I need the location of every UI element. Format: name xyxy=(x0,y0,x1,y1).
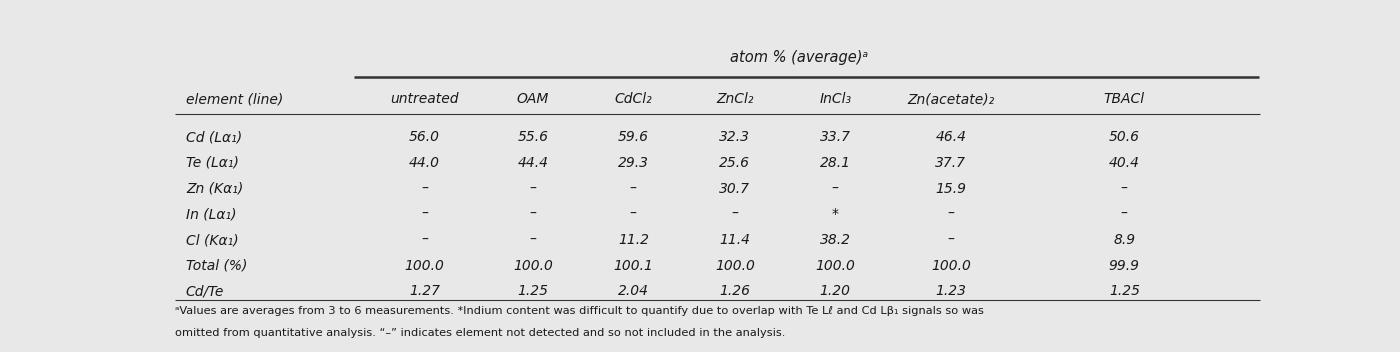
Text: OAM: OAM xyxy=(517,92,549,106)
Text: –: – xyxy=(421,233,428,247)
Text: element (line): element (line) xyxy=(186,92,283,106)
Text: 38.2: 38.2 xyxy=(820,233,851,247)
Text: ZnCl₂: ZnCl₂ xyxy=(717,92,753,106)
Text: 1.27: 1.27 xyxy=(409,284,440,298)
Text: –: – xyxy=(421,207,428,221)
Text: 100.1: 100.1 xyxy=(613,259,654,273)
Text: InCl₃: InCl₃ xyxy=(819,92,851,106)
Text: –: – xyxy=(1121,182,1128,196)
Text: untreated: untreated xyxy=(391,92,459,106)
Text: ᵃValues are averages from 3 to 6 measurements. *Indium content was difficult to : ᵃValues are averages from 3 to 6 measure… xyxy=(175,306,984,316)
Text: 46.4: 46.4 xyxy=(935,130,966,144)
Text: Cl (Kα₁): Cl (Kα₁) xyxy=(186,233,238,247)
Text: Zn(acetate)₂: Zn(acetate)₂ xyxy=(907,92,994,106)
Text: 100.0: 100.0 xyxy=(815,259,855,273)
Text: –: – xyxy=(421,182,428,196)
Text: 37.7: 37.7 xyxy=(935,156,966,170)
Text: 99.9: 99.9 xyxy=(1109,259,1140,273)
Text: –: – xyxy=(529,233,536,247)
Text: 55.6: 55.6 xyxy=(518,130,549,144)
Text: 50.6: 50.6 xyxy=(1109,130,1140,144)
Text: Cd/Te: Cd/Te xyxy=(186,284,224,298)
Text: 29.3: 29.3 xyxy=(617,156,650,170)
Text: omitted from quantitative analysis. “–” indicates element not detected and so no: omitted from quantitative analysis. “–” … xyxy=(175,328,785,338)
Text: 1.25: 1.25 xyxy=(1109,284,1140,298)
Text: Zn (Kα₁): Zn (Kα₁) xyxy=(186,182,244,196)
Text: 100.0: 100.0 xyxy=(405,259,444,273)
Text: 2.04: 2.04 xyxy=(617,284,650,298)
Text: 56.0: 56.0 xyxy=(409,130,440,144)
Text: 1.23: 1.23 xyxy=(935,284,966,298)
Text: 15.9: 15.9 xyxy=(935,182,966,196)
Text: 1.26: 1.26 xyxy=(720,284,750,298)
Text: 11.2: 11.2 xyxy=(617,233,650,247)
Text: 40.4: 40.4 xyxy=(1109,156,1140,170)
Text: 8.9: 8.9 xyxy=(1113,233,1135,247)
Text: 30.7: 30.7 xyxy=(720,182,750,196)
Text: CdCl₂: CdCl₂ xyxy=(615,92,652,106)
Text: –: – xyxy=(630,207,637,221)
Text: Total (%): Total (%) xyxy=(186,259,248,273)
Text: 25.6: 25.6 xyxy=(720,156,750,170)
Text: 33.7: 33.7 xyxy=(820,130,851,144)
Text: TBACl: TBACl xyxy=(1103,92,1145,106)
Text: 1.20: 1.20 xyxy=(820,284,851,298)
Text: atom % (average)ᵃ: atom % (average)ᵃ xyxy=(729,50,868,65)
Text: –: – xyxy=(529,207,536,221)
Text: 100.0: 100.0 xyxy=(514,259,553,273)
Text: *: * xyxy=(832,207,839,221)
Text: In (Lα₁): In (Lα₁) xyxy=(186,207,237,221)
Text: –: – xyxy=(948,207,955,221)
Text: 44.0: 44.0 xyxy=(409,156,440,170)
Text: Cd (Lα₁): Cd (Lα₁) xyxy=(186,130,242,144)
Text: 1.25: 1.25 xyxy=(518,284,549,298)
Text: 11.4: 11.4 xyxy=(720,233,750,247)
Text: –: – xyxy=(832,182,839,196)
Text: –: – xyxy=(731,207,738,221)
Text: –: – xyxy=(1121,207,1128,221)
Text: 100.0: 100.0 xyxy=(715,259,755,273)
Text: 59.6: 59.6 xyxy=(617,130,650,144)
Text: 32.3: 32.3 xyxy=(720,130,750,144)
Text: 44.4: 44.4 xyxy=(518,156,549,170)
Text: –: – xyxy=(529,182,536,196)
Text: 28.1: 28.1 xyxy=(820,156,851,170)
Text: –: – xyxy=(630,182,637,196)
Text: Te (Lα₁): Te (Lα₁) xyxy=(186,156,239,170)
Text: –: – xyxy=(948,233,955,247)
Text: 100.0: 100.0 xyxy=(931,259,970,273)
